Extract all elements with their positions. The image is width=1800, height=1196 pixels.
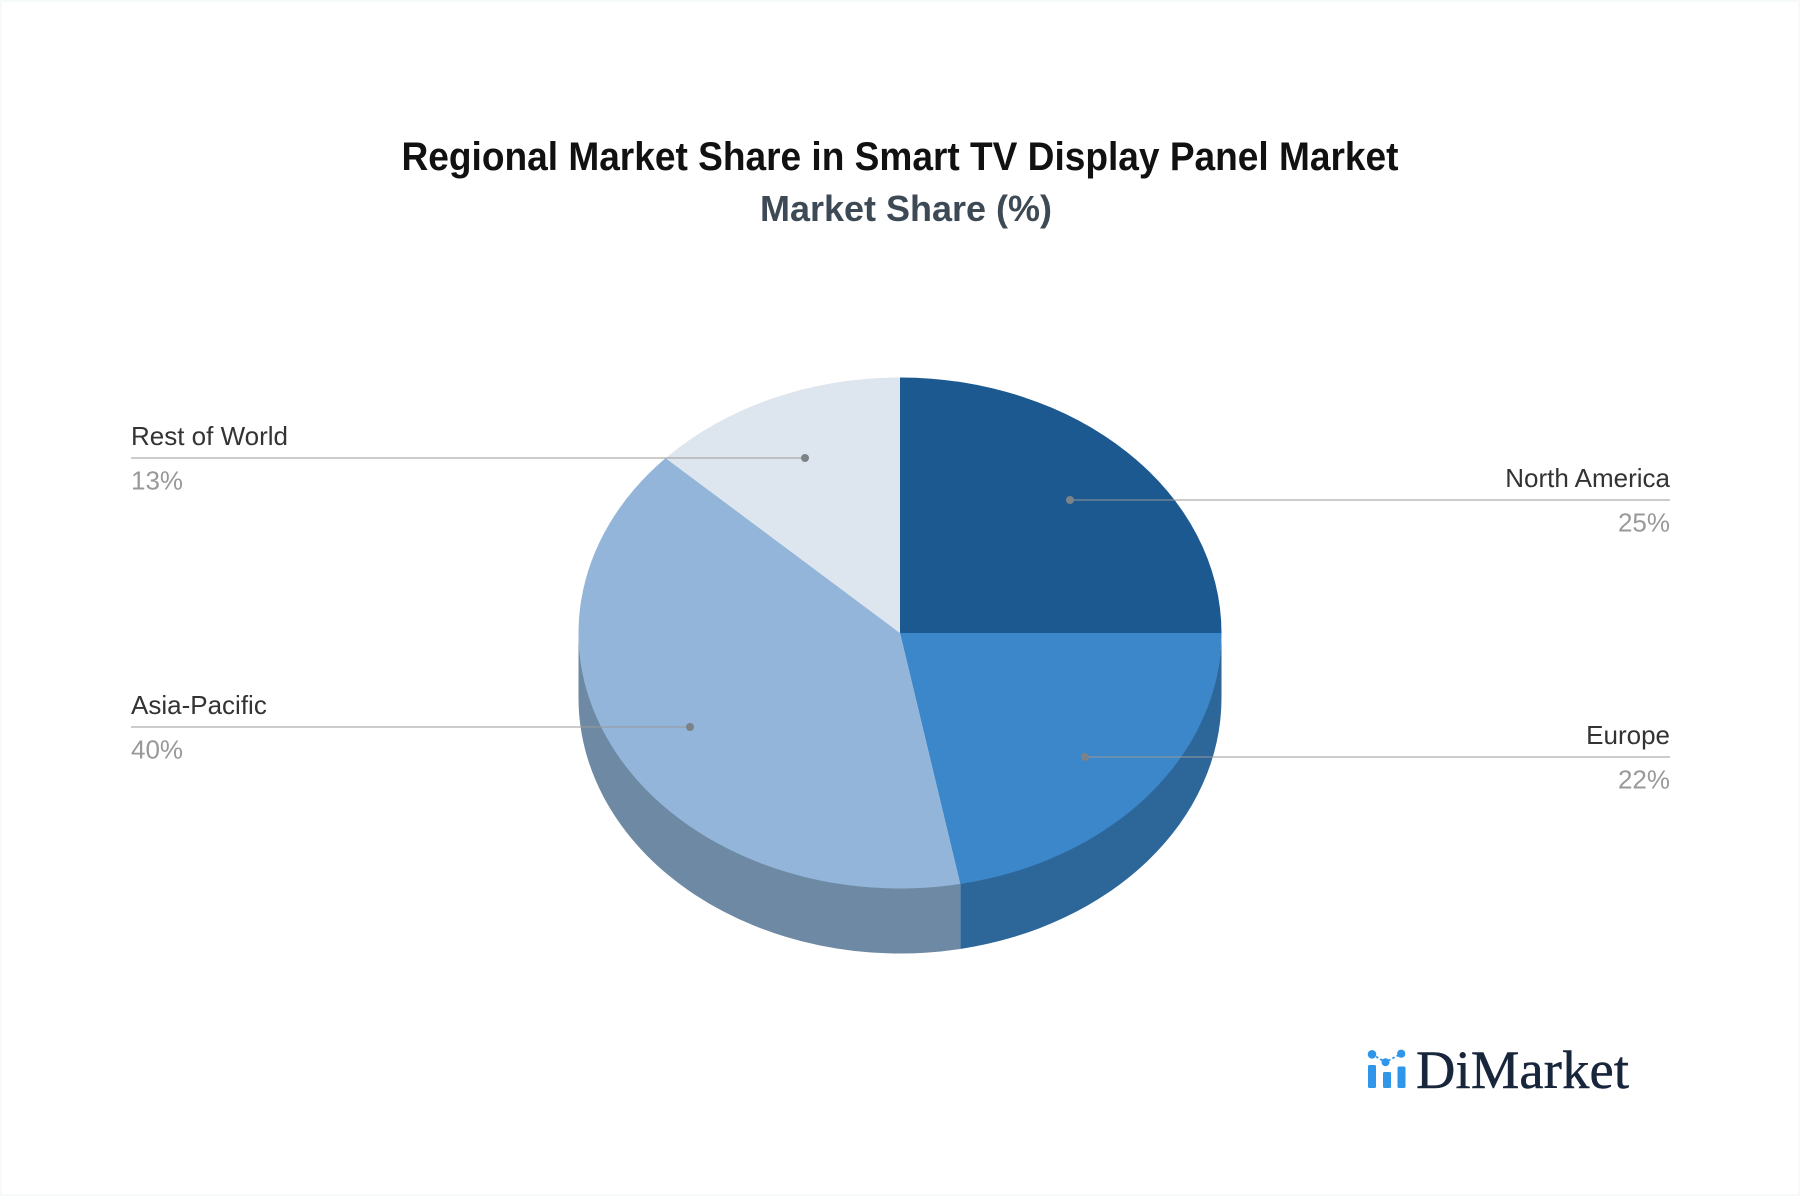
- svg-text:DiMarket: DiMarket: [1416, 1039, 1629, 1100]
- svg-text:13%: 13%: [131, 466, 183, 496]
- svg-text:22%: 22%: [1618, 765, 1670, 795]
- svg-text:25%: 25%: [1618, 508, 1670, 538]
- svg-text:North America: North America: [1505, 463, 1670, 493]
- svg-text:40%: 40%: [131, 735, 183, 765]
- svg-text:Asia-Pacific: Asia-Pacific: [131, 690, 267, 720]
- svg-text:Rest of World: Rest of World: [131, 421, 288, 451]
- svg-text:Regional Market Share in Smart: Regional Market Share in Smart TV Displa…: [402, 135, 1399, 179]
- svg-text:Europe: Europe: [1586, 720, 1670, 750]
- svg-text:Market Share (%): Market Share (%): [760, 188, 1052, 229]
